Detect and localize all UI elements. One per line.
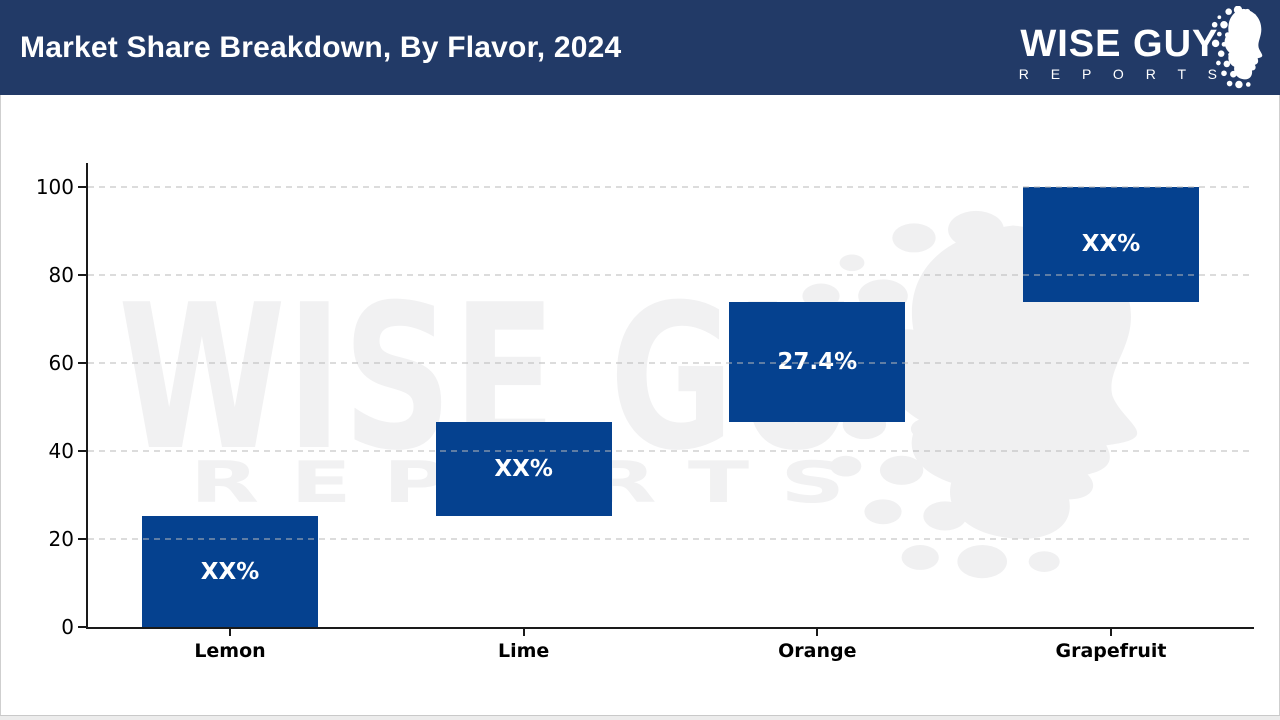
x-tick-lemon — [229, 629, 231, 636]
logo-wordmark: WISE GUY — [1020, 23, 1219, 65]
y-tick-label-100: 100 — [35, 175, 74, 199]
gridline-y20 — [88, 538, 1254, 540]
gridline-y40 — [88, 450, 1254, 452]
y-tick-0 — [78, 626, 86, 628]
gridline-y60 — [88, 362, 1254, 364]
gridline-y100 — [88, 186, 1254, 188]
logo-text: WISE GUY R E P O R T S — [1013, 24, 1226, 82]
y-tick-80 — [78, 274, 86, 276]
x-tick-label-lime: Lime — [498, 640, 550, 662]
bar-value-label-grapefruit: XX% — [1081, 231, 1141, 258]
x-tick-label-lemon: Lemon — [194, 640, 266, 662]
gridline-y80 — [88, 274, 1254, 276]
footer-strip — [0, 715, 1280, 720]
y-tick-60 — [78, 362, 86, 364]
y-tick-label-40: 40 — [48, 439, 74, 463]
bar-grapefruit: XX% — [1023, 187, 1199, 302]
dot-face-logo-icon — [1210, 6, 1263, 89]
chart-title: Market Share Breakdown, By Flavor, 2024 — [20, 30, 622, 64]
y-tick-40 — [78, 450, 86, 452]
bar-value-label-lime: XX% — [494, 456, 553, 483]
bar-lemon: XX% — [142, 516, 318, 627]
bar-lime: XX% — [435, 422, 612, 517]
logo-subtitle: R E P O R T S — [1018, 66, 1226, 82]
x-tick-label-orange: Orange — [778, 640, 857, 662]
x-tick-lime — [522, 629, 525, 636]
x-axis-spine — [86, 627, 1254, 629]
y-tick-label-60: 60 — [48, 351, 74, 375]
y-tick-20 — [78, 538, 86, 540]
x-tick-label-grapefruit: Grapefruit — [1055, 640, 1167, 662]
bar-value-label-lemon: XX% — [200, 558, 260, 585]
x-tick-grapefruit — [1110, 629, 1112, 636]
x-tick-orange — [816, 629, 819, 636]
wise-guy-reports-logo: WISE GUY R E P O R T S — [1013, 4, 1266, 92]
y-tick-100 — [78, 186, 86, 188]
y-tick-label-80: 80 — [48, 263, 74, 287]
header-band: Market Share Breakdown, By Flavor, 2024 … — [0, 0, 1280, 95]
y-axis-spine — [86, 163, 88, 629]
y-tick-label-0: 0 — [61, 615, 74, 639]
y-tick-label-20: 20 — [48, 527, 74, 551]
